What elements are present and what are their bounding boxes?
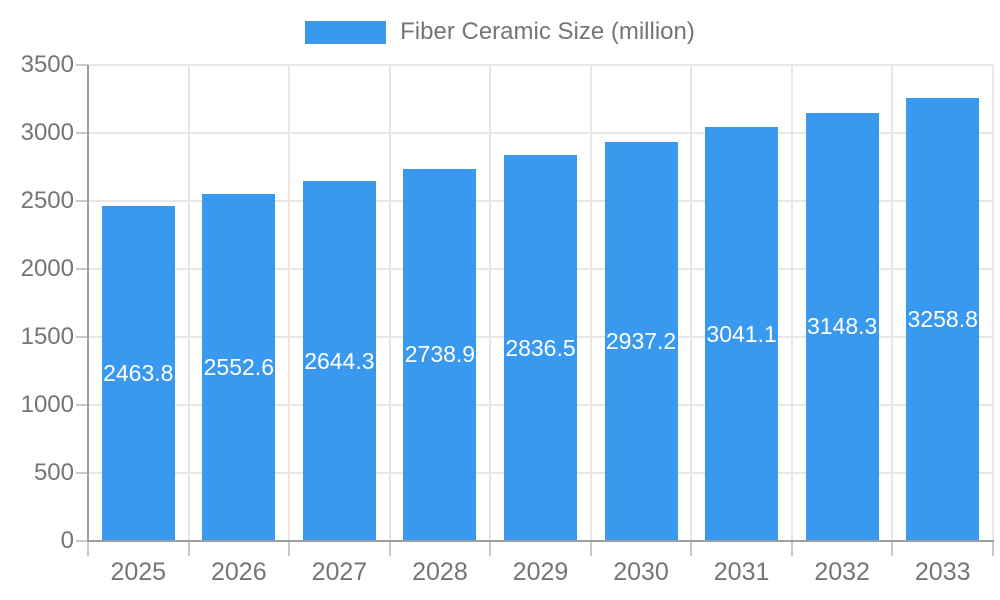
x-axis-tick [288, 541, 291, 556]
gridline [187, 65, 190, 541]
gridline [388, 65, 391, 541]
x-axis-line [87, 540, 994, 542]
x-axis-label: 2032 [814, 558, 870, 586]
y-axis-label: 0 [60, 527, 74, 554]
bar-value-label: 3148.3 [806, 313, 878, 340]
bar-2031[interactable]: 3041.1 [705, 127, 779, 541]
bar-2030[interactable]: 2937.2 [604, 141, 678, 541]
x-axis-tick [589, 541, 592, 556]
x-axis-label: 2031 [713, 558, 770, 586]
bar-value-label: 2644.3 [304, 347, 375, 374]
bar-value-label: 2836.5 [505, 334, 576, 361]
bar-2026[interactable]: 2552.6 [202, 193, 276, 541]
y-axis-tick [76, 132, 88, 134]
y-axis-tick [76, 336, 88, 338]
y-axis-tick [76, 404, 88, 406]
x-axis-label: 2033 [914, 558, 971, 586]
x-axis-tick [690, 541, 693, 556]
bar-value-label: 3041.1 [706, 320, 777, 347]
bar-value-label: 2738.9 [404, 341, 476, 368]
gridline [690, 65, 693, 541]
y-axis-label: 2500 [20, 187, 74, 214]
bar-2027[interactable]: 2644.3 [302, 181, 376, 541]
x-axis-tick [87, 541, 89, 556]
bar-value-label: 2552.6 [203, 353, 274, 380]
gridline [88, 132, 993, 134]
y-axis-label: 3000 [20, 119, 74, 146]
gridline [589, 65, 592, 541]
legend-label: Fiber Ceramic Size (million) [400, 18, 695, 45]
x-axis-label: 2029 [512, 558, 569, 586]
gridline [88, 64, 993, 66]
x-axis-label: 2030 [613, 558, 669, 586]
bar-2025[interactable]: 2463.8 [101, 205, 175, 541]
y-axis-label: 3500 [20, 51, 74, 78]
gridline [992, 65, 994, 541]
y-axis-line [87, 65, 89, 542]
x-axis-tick [388, 541, 391, 556]
bar-2033[interactable]: 3258.8 [906, 97, 980, 541]
y-axis-tick [76, 200, 88, 202]
y-axis-tick [76, 268, 88, 270]
gridline [489, 65, 492, 541]
x-axis-tick [992, 541, 994, 556]
gridline [891, 65, 894, 541]
x-axis-tick [489, 541, 492, 556]
gridline [790, 65, 793, 541]
y-axis-tick [76, 540, 88, 542]
y-axis-tick [76, 472, 88, 474]
x-axis-tick [790, 541, 793, 556]
bar-2032[interactable]: 3148.3 [805, 112, 879, 541]
x-axis-label: 2026 [211, 558, 267, 586]
y-axis-label: 2000 [20, 255, 74, 282]
gridline [288, 65, 291, 541]
x-axis-label: 2025 [110, 558, 167, 586]
y-axis-tick [76, 64, 88, 66]
x-axis-label: 2027 [311, 558, 368, 586]
y-axis-label: 1000 [20, 391, 74, 418]
x-axis-tick [891, 541, 894, 556]
legend-swatch-icon [305, 20, 387, 44]
bar-value-label: 2463.8 [103, 359, 174, 386]
y-axis-label: 1500 [20, 323, 74, 350]
bar-value-label: 3258.8 [907, 305, 978, 332]
legend-item[interactable]: Fiber Ceramic Size (million) [0, 17, 1000, 47]
x-axis-tick [187, 541, 190, 556]
bar-value-label: 2937.2 [605, 327, 677, 354]
y-axis-label: 500 [33, 459, 74, 486]
bar-2029[interactable]: 2836.5 [504, 155, 577, 541]
x-axis-label: 2028 [412, 558, 468, 586]
bar-2028[interactable]: 2738.9 [403, 168, 477, 541]
